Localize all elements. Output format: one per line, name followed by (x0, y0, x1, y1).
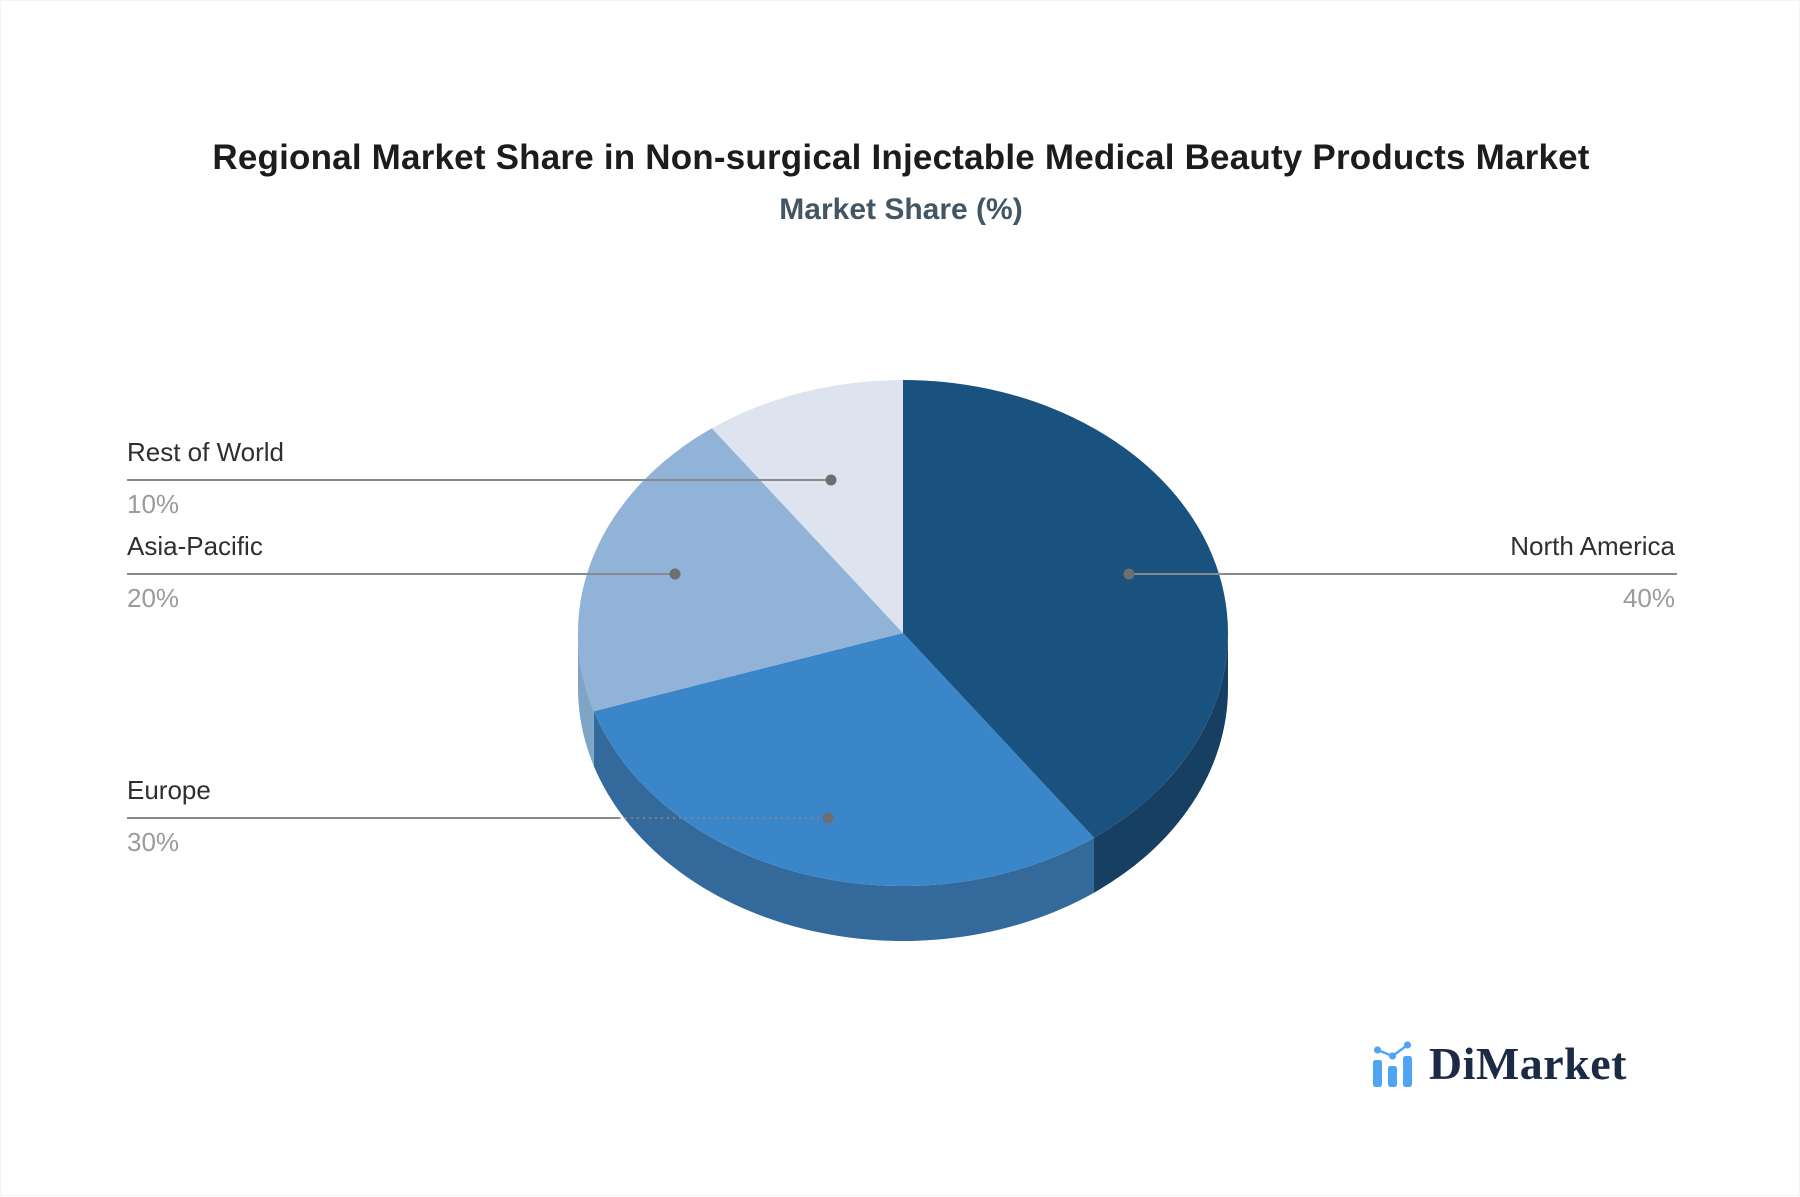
slice-percentage: 40% (1622, 582, 1675, 613)
pie-rim-asia-pacific (578, 633, 594, 767)
callout-asia-pacific: Asia-Pacific 20% (127, 531, 263, 614)
slice-percentage: 20% (127, 582, 180, 613)
slice-label: Europe (127, 775, 211, 805)
pie-slice-asia-pacific[interactable] (577, 428, 903, 712)
pie-slice-north-america[interactable] (903, 380, 1229, 838)
pie-rim-north-america (1094, 633, 1228, 893)
slice-percentage: 10% (127, 488, 180, 519)
pie-slice-rest-of-world[interactable] (711, 379, 903, 633)
brand-logo-text: DiMarket (1428, 1038, 1627, 1089)
pie-rim-europe (593, 711, 1094, 942)
leader-lines (127, 479, 1677, 819)
slice-label: North America (1510, 531, 1675, 561)
leader-dot-rest-of-world (825, 474, 837, 486)
chart-title: Regional Market Share in Non-surgical In… (212, 138, 1590, 177)
mini-bar-line-chart-icon (1372, 1041, 1412, 1087)
leader-dot-asia-pacific (669, 568, 681, 580)
brand-logo: DiMarket (1372, 1038, 1627, 1089)
leader-dot-north-america (1123, 568, 1135, 580)
chart-subtitle: Market Share (%) (779, 193, 1023, 226)
leader-dots (669, 474, 1135, 824)
callout-europe: Europe 30% (127, 775, 211, 858)
leader-dot-europe (822, 812, 834, 824)
callout-rest-of-world: Rest of World 10% (127, 437, 285, 520)
callout-north-america: North America 40% (1510, 531, 1675, 614)
slice-label: Rest of World (127, 437, 285, 467)
pie-slice-europe[interactable] (593, 633, 1094, 887)
slice-label: Asia-Pacific (127, 531, 263, 561)
slice-percentage: 30% (127, 826, 180, 857)
